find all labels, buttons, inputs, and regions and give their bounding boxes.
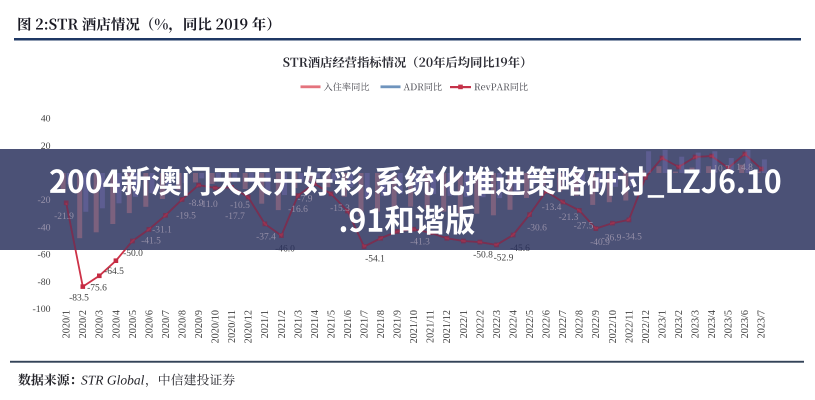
svg-text:2022/6: 2022/6: [542, 310, 553, 338]
svg-text:-21.3: -21.3: [559, 213, 579, 223]
svg-text:2021/7: 2021/7: [360, 310, 371, 338]
svg-text:-19.5: -19.5: [176, 212, 196, 222]
svg-text:2023/3: 2023/3: [691, 310, 702, 338]
svg-text:2020/5: 2020/5: [128, 310, 139, 338]
svg-text:2021/4: 2021/4: [310, 310, 321, 338]
svg-text:-34.5: -34.5: [622, 233, 642, 243]
svg-text:2022/3: 2022/3: [492, 310, 503, 338]
svg-text:2023/1: 2023/1: [657, 310, 668, 338]
svg-text:-15.3: -15.3: [330, 204, 350, 214]
svg-text:-100: -100: [33, 304, 51, 315]
svg-text:-8.9: -8.9: [188, 199, 203, 209]
svg-text:2022/2: 2022/2: [475, 310, 486, 338]
svg-text:2021/3: 2021/3: [293, 310, 304, 338]
svg-text:-52.9: -52.9: [494, 254, 514, 264]
svg-text:-16.6: -16.6: [288, 205, 308, 215]
svg-text:2020/9: 2020/9: [194, 310, 205, 338]
svg-text:2021/10: 2021/10: [409, 310, 420, 343]
svg-text:-31.1: -31.1: [152, 226, 172, 236]
svg-text:-83.5: -83.5: [69, 294, 89, 304]
svg-text:-60: -60: [37, 250, 50, 261]
svg-text:2022/11: 2022/11: [624, 310, 635, 343]
svg-text:2020/11: 2020/11: [227, 310, 238, 343]
svg-text:14.8: 14.8: [736, 163, 753, 173]
svg-text:2021/12: 2021/12: [442, 310, 453, 343]
svg-text:2023/6: 2023/6: [740, 310, 751, 338]
svg-text:2022/7: 2022/7: [558, 310, 569, 338]
svg-text:-37.4: -37.4: [256, 233, 276, 243]
svg-text:-27.5: -27.5: [574, 222, 594, 232]
svg-text:2022/1: 2022/1: [459, 310, 470, 338]
svg-text:-40.9: -40.9: [590, 238, 610, 248]
svg-text:-64.5: -64.5: [104, 267, 124, 277]
svg-text:2021/6: 2021/6: [343, 310, 354, 338]
svg-text:-41.3: -41.3: [410, 238, 430, 248]
svg-text:2022/5: 2022/5: [525, 310, 536, 338]
svg-text:2020/8: 2020/8: [178, 310, 189, 338]
svg-text:-40: -40: [37, 222, 50, 233]
svg-text:2020/12: 2020/12: [244, 310, 255, 343]
svg-text:-13.4: -13.4: [542, 203, 562, 213]
svg-text:2022/12: 2022/12: [641, 310, 652, 343]
svg-text:-11.0: -11.0: [198, 200, 218, 210]
svg-text:2020/3: 2020/3: [95, 310, 106, 338]
svg-text:2021/2: 2021/2: [277, 310, 288, 338]
svg-text:2021/9: 2021/9: [393, 310, 404, 338]
svg-text:2023/7: 2023/7: [757, 310, 768, 338]
svg-text:2021/1: 2021/1: [260, 310, 271, 338]
svg-text:2020/1: 2020/1: [62, 310, 73, 338]
svg-text:2020/4: 2020/4: [111, 310, 122, 338]
svg-text:10.2: 10.2: [713, 165, 730, 175]
svg-text:-54.1: -54.1: [365, 255, 385, 265]
svg-text:-75.6: -75.6: [87, 284, 107, 294]
svg-text:-30.6: -30.6: [527, 224, 547, 234]
svg-text:-50.0: -50.0: [123, 249, 143, 259]
svg-text:-80: -80: [37, 277, 50, 288]
svg-text:2021/5: 2021/5: [326, 310, 337, 338]
svg-text:-50.8: -50.8: [473, 251, 493, 261]
svg-text:-21.9: -21.9: [54, 212, 74, 222]
svg-text:2020/2: 2020/2: [78, 310, 89, 338]
svg-text:-36.9: -36.9: [602, 234, 622, 244]
svg-text:-17.7: -17.7: [225, 212, 245, 222]
svg-text:40: 40: [41, 114, 51, 125]
svg-text:-10.5: -10.5: [230, 201, 250, 211]
svg-text:2022/9: 2022/9: [591, 310, 602, 338]
svg-text:2020/7: 2020/7: [161, 310, 172, 338]
svg-text:-20: -20: [37, 195, 50, 206]
svg-text:2020/10: 2020/10: [211, 310, 222, 343]
svg-text:2021/8: 2021/8: [376, 310, 387, 338]
svg-text:2022/4: 2022/4: [509, 310, 520, 338]
svg-text:2023/2: 2023/2: [674, 310, 685, 338]
svg-text:2022/8: 2022/8: [575, 310, 586, 338]
svg-text:-7.9: -7.9: [297, 195, 312, 205]
svg-text:2022/10: 2022/10: [608, 310, 619, 343]
svg-text:2023/5: 2023/5: [724, 310, 735, 338]
svg-text:20: 20: [41, 141, 51, 152]
svg-text:2020/6: 2020/6: [144, 310, 155, 338]
svg-text:2021/11: 2021/11: [426, 310, 437, 343]
svg-text:-41.5: -41.5: [141, 237, 161, 247]
svg-text:2023/4: 2023/4: [707, 310, 718, 338]
